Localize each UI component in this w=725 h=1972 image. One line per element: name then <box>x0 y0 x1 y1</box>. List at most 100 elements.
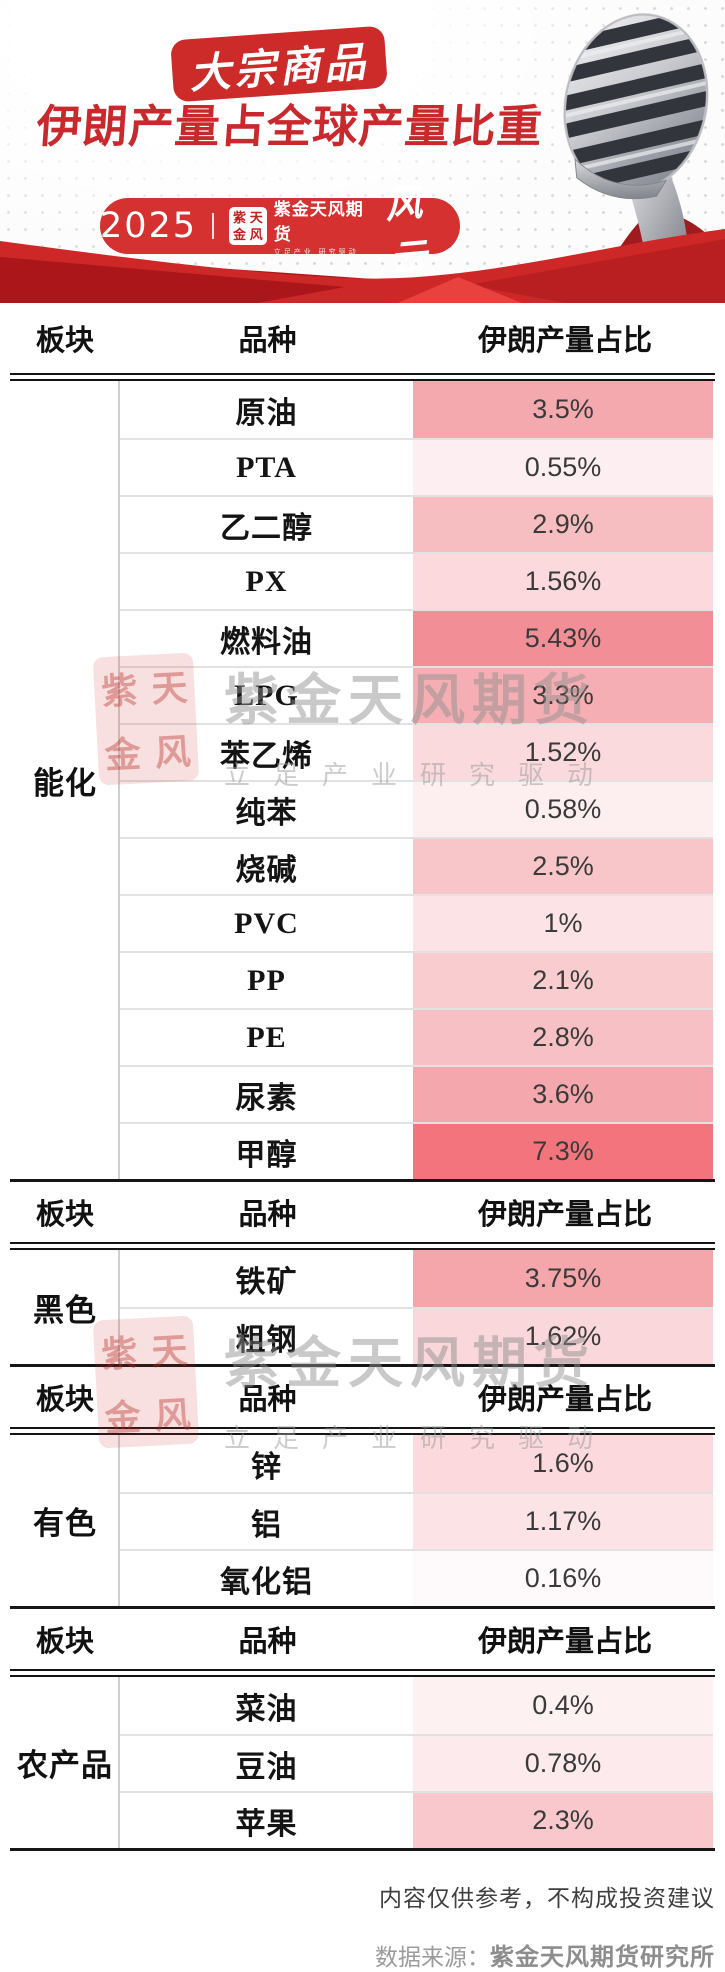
data-source-line: 数据来源：紫金天风期货研究所 <box>10 1937 715 1972</box>
section-rows: 农产品 菜油 0.4% 豆油 0.78% 苹果 2.3% <box>10 1677 715 1848</box>
share-value-cell: 0.55% <box>413 438 713 495</box>
sector-cell <box>10 1492 120 1549</box>
table-row: 粗钢 1.62% <box>10 1307 715 1364</box>
table-row: 苹果 2.3% <box>10 1791 715 1848</box>
double-rule <box>10 1427 715 1435</box>
share-value-cell: 0.78% <box>413 1734 713 1791</box>
share-value-cell: 2.5% <box>413 837 713 894</box>
year-brand-pill: 2025 紫 天 金 风 紫金天风期货 立足产业 研究驱动 风云 <box>100 183 460 281</box>
year-label: 2025 <box>100 206 198 246</box>
variety-cell: 氧化铝 <box>120 1549 413 1606</box>
sector-cell <box>10 1677 120 1734</box>
table-row: 尿素 3.6% <box>10 1065 715 1122</box>
section-rows: 有色 锌 1.6% 铝 1.17% 氧化铝 0.16% <box>10 1435 715 1606</box>
sector-cell <box>10 1549 120 1606</box>
table-row: 铁矿 3.75% <box>10 1250 715 1307</box>
variety-cell: 尿素 <box>120 1065 413 1122</box>
table-row: 铝 1.17% <box>10 1492 715 1549</box>
table-row: 甲醇 7.3% <box>10 1122 715 1179</box>
column-header: 板块 <box>35 1626 94 1658</box>
share-value-cell: 2.8% <box>413 1008 713 1065</box>
variety-cell: PP <box>120 951 413 1008</box>
variety-cell: PE <box>120 1008 413 1065</box>
brand-logo: 紫金天风期货 立足产业 研究驱动 <box>274 195 381 257</box>
double-rule <box>10 373 715 381</box>
variety-cell: 燃料油 <box>120 609 413 666</box>
variety-cell: 粗钢 <box>120 1307 413 1364</box>
table-row: 燃料油 5.43% <box>10 609 715 666</box>
share-value-cell: 1.52% <box>413 723 713 780</box>
section-rows: 黑色 铁矿 3.75% 粗钢 1.62% <box>10 1250 715 1364</box>
section-rows: 能化 原油 3.5% PTA 0.55% 乙二醇 2.9% PX 1.56% 燃料油 5.43% LP… <box>10 381 715 1179</box>
column-header: 品种 <box>238 1199 297 1231</box>
variety-cell: 烧碱 <box>120 837 413 894</box>
column-header: 伊朗产量占比 <box>477 1199 652 1231</box>
table-row: PE 2.8% <box>10 1008 715 1065</box>
variety-cell: 铝 <box>120 1492 413 1549</box>
column-header: 板块 <box>35 325 94 357</box>
brand-name: 紫金天风期货 <box>273 200 364 244</box>
share-value-cell: 0.4% <box>413 1677 713 1734</box>
microphone-illustration <box>548 6 725 301</box>
column-header: 伊朗产量占比 <box>477 325 652 357</box>
sector-cell <box>10 1250 120 1307</box>
share-value-cell: 3.75% <box>413 1250 713 1307</box>
share-value-cell: 1.56% <box>413 552 713 609</box>
page-title: 伊朗产量占全球产量比重 <box>34 102 545 152</box>
share-value-cell: 0.16% <box>413 1549 713 1606</box>
column-header: 品种 <box>238 325 297 357</box>
variety-cell: LPG <box>120 666 413 723</box>
table-row: 苯乙烯 1.52% <box>10 723 715 780</box>
variety-cell: 苯乙烯 <box>120 723 413 780</box>
table-row: PP 2.1% <box>10 951 715 1008</box>
sector-cell <box>10 552 120 609</box>
column-header: 品种 <box>238 1384 297 1416</box>
sector-cell <box>10 951 120 1008</box>
share-value-cell: 1.6% <box>413 1435 713 1492</box>
table-row: PVC 1% <box>10 894 715 951</box>
disclaimer-text: 内容仅供参考，不构成投资建议 <box>379 1885 715 1911</box>
variety-cell: 纯苯 <box>120 780 413 837</box>
variety-cell: PTA <box>120 438 413 495</box>
brand-seal-icon: 紫 天 金 风 <box>229 207 267 245</box>
share-value-cell: 1% <box>413 894 713 951</box>
variety-cell: 菜油 <box>235 1692 298 1726</box>
sector-cell <box>10 609 120 666</box>
table-section: 板块 品种 伊朗产量占比 农产品 菜油 0.4% 豆油 0.78% 苹果 2.3% <box>10 1609 715 1851</box>
table-row: 豆油 0.78% <box>10 1734 715 1791</box>
table-section: 板块 品种 伊朗产量占比 黑色 铁矿 3.75% 粗钢 1.62% <box>10 1182 715 1367</box>
divider <box>212 213 215 239</box>
share-value-cell: 7.3% <box>413 1122 713 1179</box>
column-header: 伊朗产量占比 <box>477 1626 652 1658</box>
table-row: 烧碱 2.5% <box>10 837 715 894</box>
share-value-cell: 2.3% <box>413 1791 713 1848</box>
variety-cell: 苹果 <box>120 1791 413 1848</box>
brand-wind-logotype: 风云 <box>383 183 429 281</box>
sector-cell <box>10 495 120 552</box>
share-value-cell: 3.3% <box>413 666 713 723</box>
table-row: 锌 1.6% <box>10 1435 715 1492</box>
sector-cell <box>10 1008 120 1065</box>
table-header-row: 板块 品种 伊朗产量占比 <box>10 303 715 373</box>
header-banner: 大宗商品 伊朗产量占全球产量比重 2025 紫 天 金 风 紫金天风期货 立足产… <box>0 0 725 303</box>
column-header: 伊朗产量占比 <box>477 1384 652 1416</box>
table-section: 板块 品种 伊朗产量占比 有色 锌 1.6% 铝 1.17% 氧化铝 0.16% <box>10 1367 715 1609</box>
source-label: 数据来源： <box>375 1944 490 1970</box>
sector-cell <box>10 1791 120 1848</box>
ribbon-decoration <box>0 229 725 303</box>
table-header-row: 板块 品种 伊朗产量占比 <box>10 1609 715 1669</box>
sector-cell <box>10 381 120 438</box>
footer: 内容仅供参考，不构成投资建议 数据来源：紫金天风期货研究所 <box>10 1879 715 1972</box>
variety-cell: 甲醇 <box>120 1122 413 1179</box>
table-row: 氧化铝 0.16% <box>10 1549 715 1606</box>
table-row: 纯苯 0.58% <box>10 780 715 837</box>
sector-cell <box>10 438 120 495</box>
table-row: PX 1.56% <box>10 552 715 609</box>
sector-cell <box>10 723 120 780</box>
share-value-cell: 2.1% <box>413 951 713 1008</box>
variety-cell: 锌 <box>251 1450 282 1484</box>
table-row: LPG 3.3% <box>10 666 715 723</box>
share-value-cell: 5.43% <box>413 609 713 666</box>
sector-cell <box>10 666 120 723</box>
table-section: 板块 品种 伊朗产量占比能化 原油 3.5% PTA 0.55% 乙二醇 2.9% PX 1.56%… <box>10 303 715 1182</box>
